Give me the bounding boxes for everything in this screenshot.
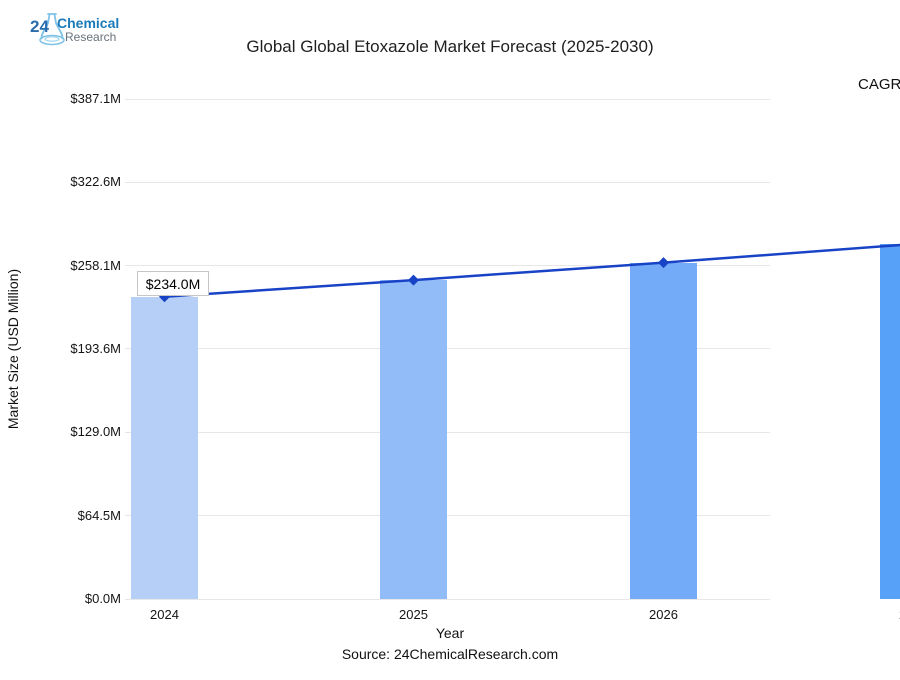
logo-name: Chemical: [57, 15, 120, 31]
logo-subname: Research: [65, 30, 117, 44]
gridline: [125, 181, 770, 183]
flask-icon: [39, 13, 65, 46]
data-point-marker[interactable]: [658, 257, 669, 269]
gridline: [125, 265, 770, 267]
bar[interactable]: [380, 280, 447, 599]
x-axis-title: Year: [435, 625, 465, 641]
logo-number: 24: [30, 17, 49, 36]
gridline: [125, 515, 770, 517]
x-tick-label: 2025: [399, 607, 428, 622]
source-note: Source: 24ChemicalResearch.com: [341, 646, 559, 662]
gridline: [125, 98, 770, 100]
y-tick-label: $322.6M: [70, 174, 121, 190]
line-series: [164, 243, 900, 299]
x-tick-label: 2027: [874, 606, 900, 624]
tooltip-value: $234.0M: [145, 275, 201, 292]
tooltip: $234.0M: [137, 271, 209, 296]
y-tick-label: $64.5M: [77, 507, 121, 523]
gridline: [125, 348, 770, 350]
cagr-label: CAGR: [858, 76, 900, 93]
gridline: [125, 598, 770, 600]
chart-title: Global Global Etoxazole Market Forecast …: [246, 37, 654, 56]
y-tick-label: $387.1M: [70, 91, 121, 106]
y-tick-label: $129.0M: [70, 424, 121, 440]
y-tick-label: $0.0M: [84, 591, 121, 606]
x-tick-label: 2026: [649, 607, 678, 622]
bar[interactable]: [630, 262, 697, 599]
gridline: [125, 431, 770, 433]
y-tick-label: $193.6M: [70, 340, 121, 356]
data-point-marker[interactable]: [408, 274, 419, 286]
company-logo: 24 Chemical Research: [28, 13, 138, 49]
bar[interactable]: [880, 244, 900, 599]
y-tick-label: $258.1M: [70, 257, 121, 273]
x-tick-label: 2024: [150, 607, 179, 622]
bar[interactable]: [131, 296, 198, 599]
